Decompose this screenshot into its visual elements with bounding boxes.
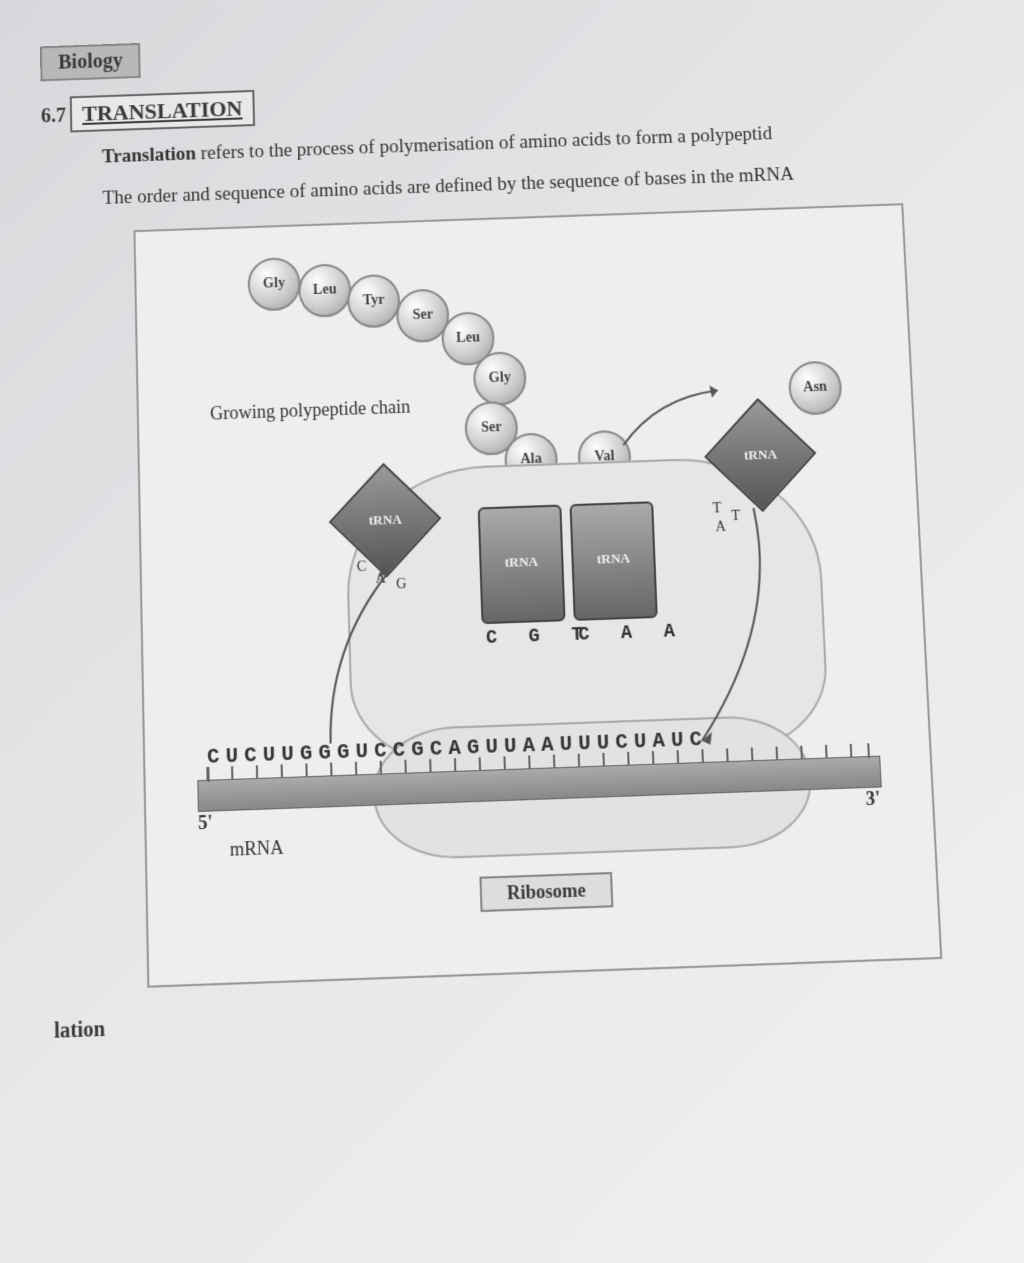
mrna-label: mRNA	[230, 837, 284, 861]
trna-site-p: tRNA	[478, 504, 566, 624]
trna-site-a: tRNA	[569, 501, 657, 621]
footer-fragment: lation	[54, 984, 1024, 1045]
section-title: TRANSLATION	[70, 90, 255, 133]
header-subject: Biology	[58, 50, 123, 74]
arrow-incoming-to-asite	[682, 497, 796, 752]
three-prime-label: 3'	[865, 788, 881, 811]
ribosome-label: Ribosome	[479, 872, 613, 912]
five-prime-label: 5'	[198, 812, 213, 835]
chain-label: Growing polypeptide chain	[210, 396, 411, 425]
section-number: 6.7	[41, 105, 66, 128]
arrow-val-to-incoming	[616, 385, 741, 472]
aa-asn: Asn	[788, 360, 843, 415]
trna-a-label: tRNA	[573, 549, 653, 569]
aa-gly-1: Gly	[247, 257, 301, 312]
trna-p-label: tRNA	[481, 552, 561, 572]
arrow-outgoing	[316, 561, 434, 754]
header-subject-box: Biology	[40, 43, 141, 81]
aa-tyr: Tyr	[347, 274, 401, 329]
aa-leu-1: Leu	[298, 263, 352, 318]
anticodon-p: C G T	[486, 624, 593, 649]
paragraph-line-1-rest: refers to the process of polymerisation …	[196, 123, 773, 164]
anticodon-a: C A A	[578, 621, 686, 646]
aa-gly-2: Gly	[473, 351, 528, 406]
translation-term: Translation	[102, 143, 197, 167]
translation-figure: Growing polypeptide chain Gly Leu Tyr Se…	[133, 203, 942, 988]
